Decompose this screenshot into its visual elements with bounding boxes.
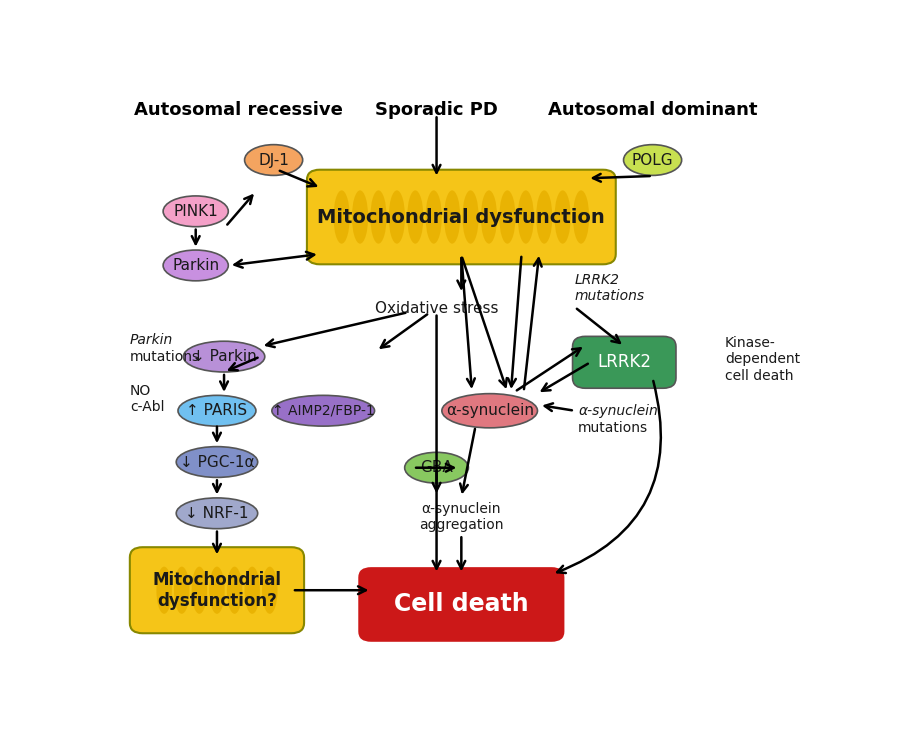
Ellipse shape: [408, 190, 423, 243]
Text: Mitochondrial
dysfunction?: Mitochondrial dysfunction?: [153, 571, 282, 610]
Text: POLG: POLG: [632, 152, 674, 167]
Ellipse shape: [176, 447, 258, 477]
Text: mutations: mutations: [579, 421, 648, 435]
Ellipse shape: [426, 190, 441, 243]
Text: Autosomal dominant: Autosomal dominant: [547, 101, 758, 119]
Ellipse shape: [176, 498, 258, 528]
Text: mutations: mutations: [130, 349, 200, 363]
FancyBboxPatch shape: [130, 547, 304, 633]
Ellipse shape: [499, 190, 515, 243]
Text: PINK1: PINK1: [174, 204, 218, 219]
Ellipse shape: [156, 567, 172, 613]
Ellipse shape: [441, 394, 537, 428]
Ellipse shape: [262, 567, 278, 613]
Ellipse shape: [555, 190, 570, 243]
Ellipse shape: [163, 250, 228, 280]
Text: Oxidative stress: Oxidative stress: [375, 300, 498, 316]
Text: Sporadic PD: Sporadic PD: [375, 101, 498, 119]
Ellipse shape: [244, 567, 260, 613]
Text: Parkin: Parkin: [130, 332, 173, 346]
Ellipse shape: [178, 395, 256, 426]
Text: α-synuclein: α-synuclein: [446, 403, 534, 418]
Ellipse shape: [405, 452, 468, 483]
Ellipse shape: [334, 190, 350, 243]
Ellipse shape: [573, 190, 590, 243]
FancyBboxPatch shape: [307, 169, 616, 264]
Text: LRRK2: LRRK2: [597, 353, 652, 371]
FancyBboxPatch shape: [358, 567, 565, 642]
Ellipse shape: [388, 190, 405, 243]
Text: Cell death: Cell death: [394, 593, 528, 616]
Ellipse shape: [227, 567, 242, 613]
Ellipse shape: [245, 144, 303, 175]
Ellipse shape: [481, 190, 497, 243]
Text: α-synuclein: α-synuclein: [579, 404, 658, 418]
Ellipse shape: [517, 190, 534, 243]
Text: DJ-1: DJ-1: [258, 152, 289, 167]
Text: Mitochondrial dysfunction: Mitochondrial dysfunction: [317, 207, 605, 226]
Text: Kinase-
dependent
cell death: Kinase- dependent cell death: [725, 336, 800, 383]
Text: ↑ PARIS: ↑ PARIS: [186, 403, 248, 418]
Text: ↑ AIMP2/FBP-1: ↑ AIMP2/FBP-1: [271, 404, 375, 418]
Text: ↓ NRF-1: ↓ NRF-1: [186, 506, 249, 521]
Text: GBA: GBA: [420, 460, 453, 475]
Ellipse shape: [462, 190, 479, 243]
Text: ↓ Parkin: ↓ Parkin: [192, 349, 257, 364]
Ellipse shape: [163, 196, 228, 226]
Text: α-synuclein
aggregation: α-synuclein aggregation: [420, 502, 504, 532]
Text: NO
c-Abl: NO c-Abl: [130, 384, 165, 414]
Ellipse shape: [444, 190, 461, 243]
Text: Autosomal recessive: Autosomal recessive: [133, 101, 343, 119]
Ellipse shape: [370, 190, 387, 243]
Ellipse shape: [184, 341, 265, 372]
Ellipse shape: [209, 567, 225, 613]
Ellipse shape: [623, 144, 682, 175]
Text: LRRK2
mutations: LRRK2 mutations: [575, 273, 644, 303]
Ellipse shape: [537, 190, 552, 243]
Text: Parkin: Parkin: [172, 258, 219, 273]
Ellipse shape: [352, 190, 368, 243]
Text: ↓ PGC-1α: ↓ PGC-1α: [180, 454, 254, 469]
Ellipse shape: [174, 567, 189, 613]
Ellipse shape: [192, 567, 207, 613]
FancyArrowPatch shape: [558, 381, 661, 573]
Ellipse shape: [271, 395, 375, 426]
FancyBboxPatch shape: [572, 337, 676, 388]
